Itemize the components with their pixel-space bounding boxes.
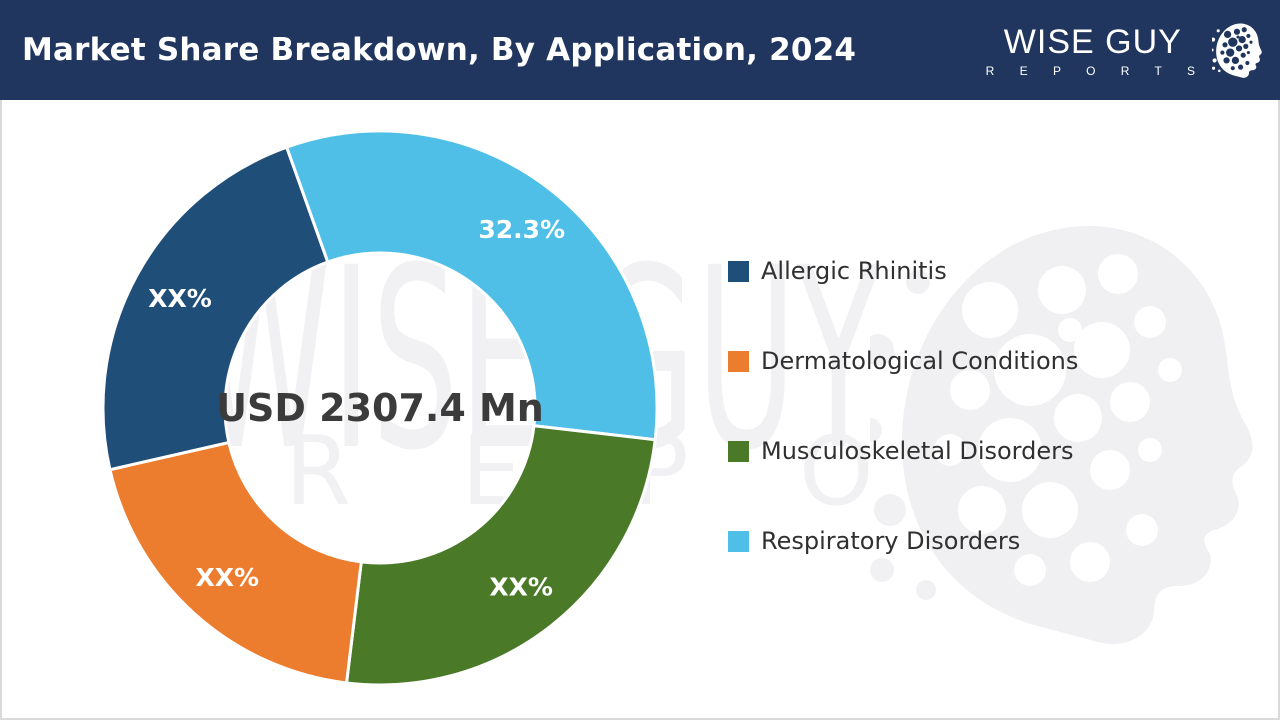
legend-swatch-icon [728, 530, 749, 552]
face-dot [1074, 322, 1130, 378]
face-dot [1212, 37, 1216, 42]
face-dot [1134, 306, 1166, 338]
face-dot [1230, 66, 1235, 71]
face-dot [1220, 50, 1225, 55]
legend-item-musculoskeletal-disorders[interactable]: Musculoskeletal Disorders [728, 438, 1078, 464]
legend-item-allergic-rhinitis[interactable]: Allergic Rhinitis [728, 258, 1078, 284]
face-dot [1217, 69, 1221, 73]
face-dot [1233, 28, 1241, 35]
donut-chart: 32.3% XX% XX% XX% USD 2307.4 Mn [101, 129, 659, 687]
chart-legend: Allergic Rhinitis Dermatological Conditio… [728, 258, 1078, 618]
face-dot [1212, 48, 1214, 52]
face-dot [1243, 43, 1249, 49]
legend-label: Dermatological Conditions [761, 347, 1079, 375]
face-dot [1223, 57, 1230, 64]
segment-label-musculoskeletal-disorders: XX% [489, 573, 553, 602]
face-dot [1110, 382, 1150, 422]
face-dot [870, 558, 894, 582]
face-dot [1038, 266, 1086, 314]
face-dot [1212, 58, 1217, 63]
wiseguy-logo: WISE GUY R E P O R T S [980, 0, 1264, 100]
donut-segment-allergic-rhinitis[interactable] [101, 145, 330, 472]
legend-swatch-icon [728, 260, 749, 282]
face-dot [962, 282, 1018, 338]
face-dot [874, 494, 906, 526]
watermark-face-icon [870, 226, 1253, 645]
face-dot [1022, 482, 1078, 538]
face-dot [1228, 37, 1238, 47]
face-dot [1236, 35, 1240, 39]
wiseguy-face-icon [1212, 23, 1262, 78]
segment-label-dermatological-conditions: XX% [196, 563, 260, 592]
face-dot [1098, 254, 1138, 294]
header-bar: Market Share Breakdown, By Application, … [0, 0, 1280, 100]
face-dot [994, 334, 1066, 406]
legend-swatch-icon [728, 350, 749, 372]
segment-label-allergic-rhinitis: XX% [148, 284, 212, 313]
face-dot [870, 418, 882, 442]
face-dot [1231, 56, 1240, 65]
face-dot [978, 418, 1042, 482]
face-dot [1223, 30, 1232, 39]
legend-label: Respiratory Disorders [761, 527, 1021, 555]
face-dot [916, 580, 936, 600]
face-dot [1054, 394, 1102, 442]
donut-segment-dermatological-conditions[interactable] [108, 440, 363, 685]
logo-subtitle: R E P O R T S [985, 63, 1206, 78]
face-dot [1241, 27, 1247, 33]
face-dot [1216, 29, 1220, 33]
page-title: Market Share Breakdown, By Application, … [22, 32, 857, 68]
donut-segment-respiratory-disorders[interactable] [285, 129, 659, 442]
face-dot [1212, 66, 1216, 70]
donut-segment-musculoskeletal-disorders[interactable] [345, 424, 657, 687]
face-dot [1126, 514, 1158, 546]
face-dot [1249, 40, 1253, 44]
face-dot [1238, 64, 1244, 70]
legend-item-dermatological-conditions[interactable]: Dermatological Conditions [728, 348, 1078, 374]
face-dot [1245, 60, 1250, 66]
face-dot [1222, 42, 1228, 48]
legend-label: Allergic Rhinitis [761, 257, 947, 285]
face-dot [934, 434, 966, 466]
face-dot [1090, 450, 1130, 490]
face-dot [1070, 542, 1110, 582]
face-dot [958, 486, 1006, 534]
logo-name: WISE GUY [1003, 22, 1182, 61]
face-dot [1246, 33, 1251, 39]
face-dot [1058, 318, 1082, 342]
legend-label: Musculoskeletal Disorders [761, 437, 1074, 465]
face-dot [1226, 48, 1235, 57]
legend-item-respiratory-disorders[interactable]: Respiratory Disorders [728, 528, 1078, 554]
face-dot [1235, 45, 1243, 52]
face-dot [1158, 358, 1182, 382]
chart-center-value: USD 2307.4 Mn [216, 386, 544, 430]
face-dot [950, 370, 990, 410]
face-dot [1240, 52, 1246, 58]
face-dot [1138, 438, 1162, 462]
legend-swatch-icon [728, 440, 749, 462]
face-dot [906, 270, 930, 294]
segment-label-respiratory-disorders: 32.3% [478, 215, 565, 244]
face-dot [1246, 51, 1250, 55]
face-dot [870, 334, 894, 366]
face-dot [1238, 35, 1246, 44]
face-dot [1014, 554, 1046, 586]
